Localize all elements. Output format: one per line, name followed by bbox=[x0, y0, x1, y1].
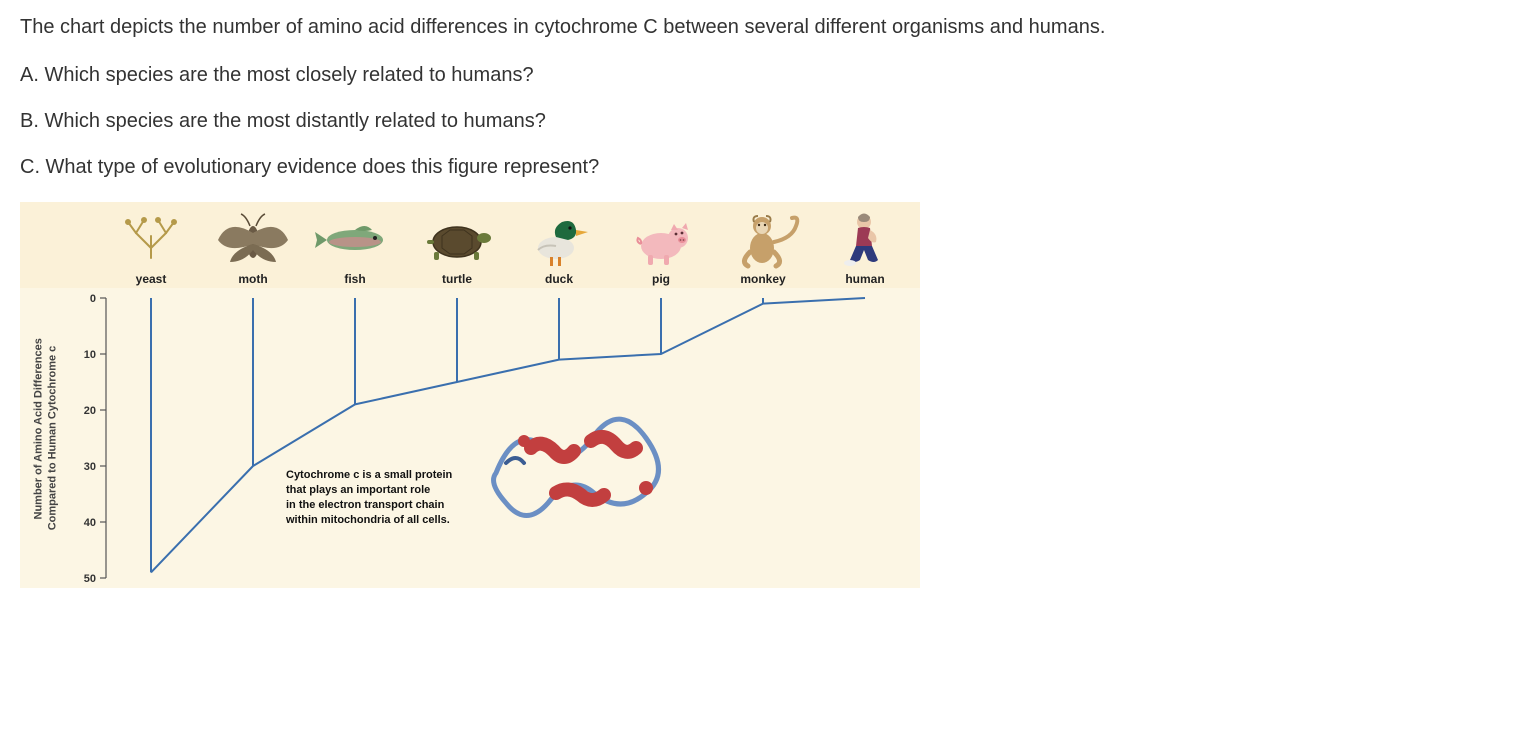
svg-text:50: 50 bbox=[84, 573, 96, 585]
svg-text:10: 10 bbox=[84, 349, 96, 361]
organism-label: fish bbox=[344, 272, 365, 286]
duck-icon bbox=[514, 208, 604, 270]
cytochrome-caption: Cytochrome c is a small proteinthat play… bbox=[286, 468, 496, 527]
organism-human: human bbox=[814, 208, 916, 286]
svg-text:30: 30 bbox=[84, 461, 96, 473]
turtle-icon bbox=[412, 208, 502, 270]
svg-text:40: 40 bbox=[84, 517, 96, 529]
organism-header-band: yeast moth fish bbox=[20, 202, 920, 288]
organism-label: pig bbox=[652, 272, 670, 286]
organism-label: duck bbox=[545, 272, 573, 286]
cytochrome-chart: yeast moth fish bbox=[20, 202, 920, 588]
svg-text:0: 0 bbox=[90, 293, 96, 305]
organism-label: moth bbox=[238, 272, 267, 286]
organism-turtle: turtle bbox=[406, 208, 508, 286]
fish-icon bbox=[310, 208, 400, 270]
plot-area: Number of Amino Acid DifferencesCompared… bbox=[56, 288, 920, 588]
pig-icon bbox=[616, 208, 706, 270]
question-c: C. What type of evolutionary evidence do… bbox=[20, 150, 1498, 184]
organism-label: yeast bbox=[136, 272, 167, 286]
organism-duck: duck bbox=[508, 208, 610, 286]
organism-yeast: yeast bbox=[100, 208, 202, 286]
moth-icon bbox=[208, 208, 298, 270]
cytochrome-protein-icon bbox=[476, 393, 686, 533]
monkey-icon bbox=[718, 208, 808, 270]
organism-label: human bbox=[845, 272, 884, 286]
organism-moth: moth bbox=[202, 208, 304, 286]
human-icon bbox=[820, 208, 910, 270]
question-b: B. Which species are the most distantly … bbox=[20, 104, 1498, 138]
yeast-icon bbox=[106, 208, 196, 270]
organism-pig: pig bbox=[610, 208, 712, 286]
organism-fish: fish bbox=[304, 208, 406, 286]
organism-monkey: monkey bbox=[712, 208, 814, 286]
intro-text: The chart depicts the number of amino ac… bbox=[20, 10, 1498, 44]
organism-label: monkey bbox=[740, 272, 785, 286]
organism-label: turtle bbox=[442, 272, 472, 286]
question-a: A. Which species are the most closely re… bbox=[20, 58, 1498, 92]
svg-text:20: 20 bbox=[84, 405, 96, 417]
